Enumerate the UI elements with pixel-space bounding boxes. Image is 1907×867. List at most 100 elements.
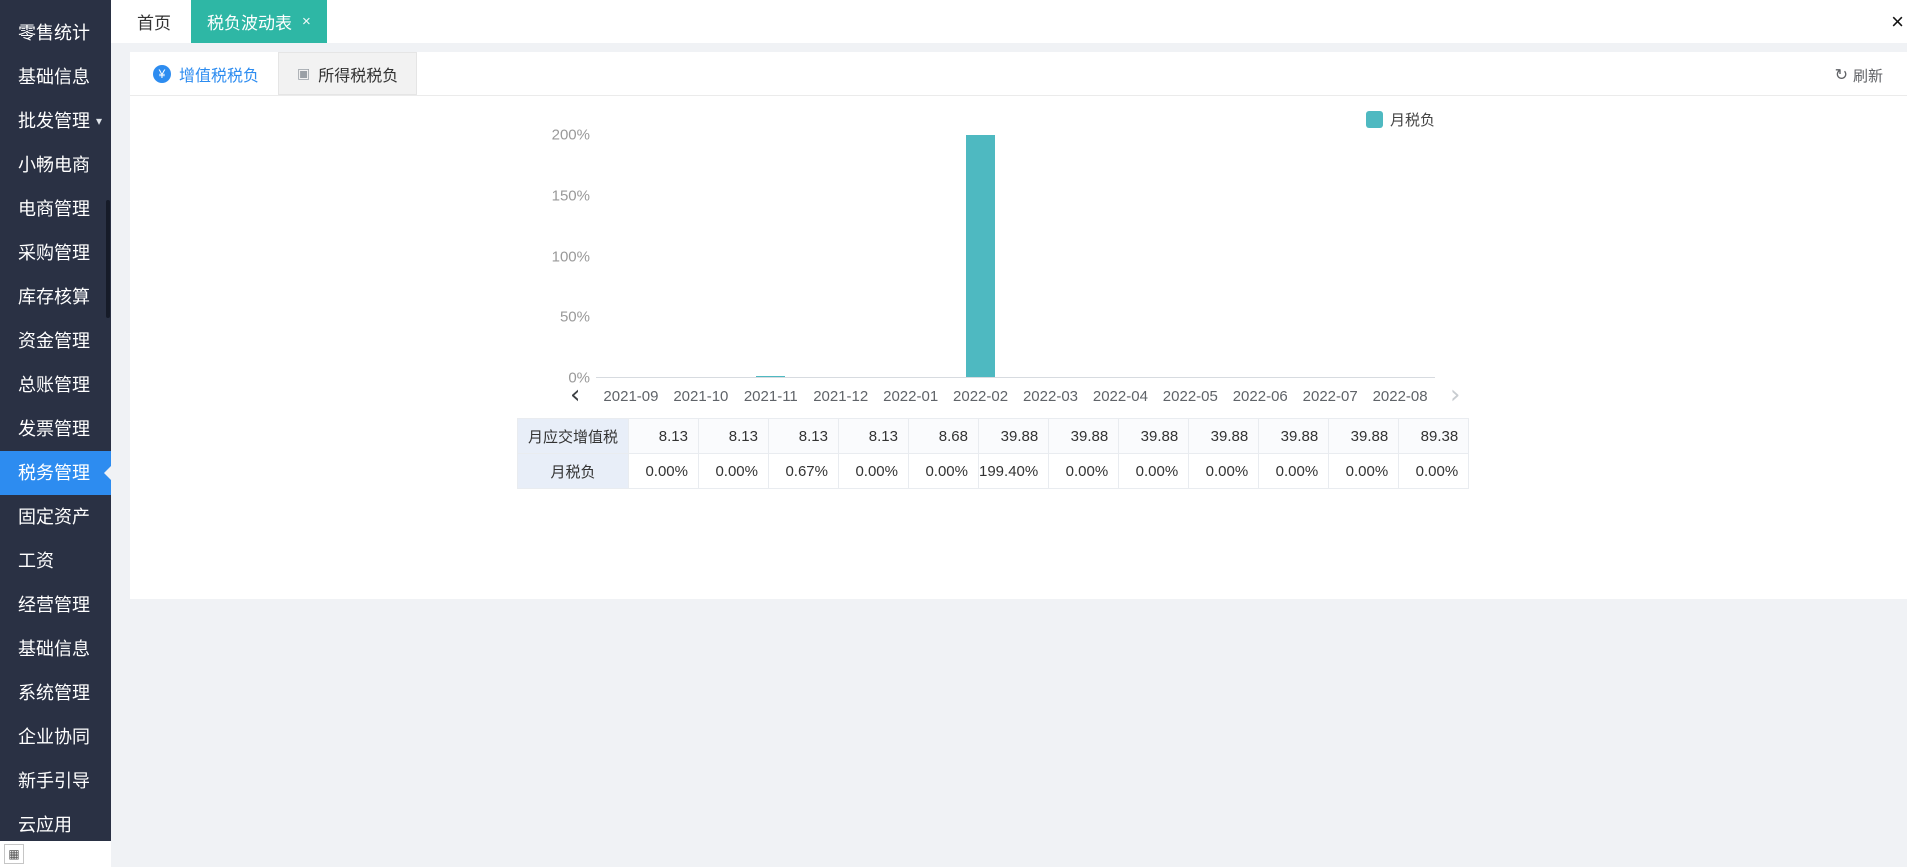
- x-tick-label: 2021-12: [813, 388, 869, 405]
- sidebar-item-label: 基础信息: [18, 67, 90, 87]
- sidebar-item-经营管理[interactable]: 经营管理: [0, 583, 111, 627]
- table-cell: 0.00%: [1258, 453, 1330, 489]
- sidebar-item-label: 企业协同: [18, 727, 90, 747]
- sidebar-item-新手引导[interactable]: 新手引导: [0, 759, 111, 803]
- table-row-label: 月税负: [517, 453, 629, 489]
- refresh-icon: ↻: [1834, 66, 1848, 84]
- table-row-label: 月应交增值税: [517, 418, 629, 454]
- sidebar-item-电商管理[interactable]: 电商管理: [0, 187, 111, 231]
- sidebar-item-label: 总账管理: [18, 375, 90, 395]
- chart-prev-arrow[interactable]: ‹: [570, 380, 581, 410]
- x-axis-labels: 2021-09 2021-10 2021-11 2021-12 2022-01 2022-…: [596, 386, 1435, 408]
- top-tabbar: 首页 税负波动表 × ×: [111, 0, 1907, 43]
- sidebar-item-label: 零售统计: [18, 23, 90, 43]
- x-tick-label: 2022-02: [953, 388, 1009, 405]
- table-cell: 0.00%: [1118, 453, 1190, 489]
- tab-home[interactable]: 首页: [137, 14, 171, 33]
- sidebar-item-零售统计[interactable]: 零售统计: [0, 11, 111, 55]
- y-tick-label: 150%: [551, 187, 590, 205]
- sidebar-item-云应用[interactable]: 云应用: [0, 803, 111, 847]
- x-tick-label: 2021-11: [743, 388, 798, 405]
- sidebar-item-库存核算[interactable]: 库存核算: [0, 275, 111, 319]
- sidebar-item-label: 固定资产: [18, 507, 90, 527]
- chart-next-arrow[interactable]: ›: [1450, 380, 1461, 410]
- sidebar-item-总账管理[interactable]: 总账管理: [0, 363, 111, 407]
- y-tick-label: 0%: [568, 369, 590, 387]
- tab-close-icon[interactable]: ×: [302, 13, 311, 30]
- tab-income-tax-burden-label: 所得税税负: [318, 67, 399, 85]
- data-table: 月应交增值税 8.13 8.13 8.13 8.13 8.68 39.88 39.88 39.8…: [517, 418, 1470, 489]
- refresh-label: 刷新: [1852, 68, 1883, 85]
- x-tick-label: 2022-07: [1302, 388, 1358, 405]
- x-tick-label: 2021-09: [603, 388, 659, 405]
- table-cell: 0.00%: [698, 453, 769, 489]
- sidebar-bottom-bar: ▦: [0, 841, 111, 867]
- tab-income-tax-burden[interactable]: ▣ 所得税税负: [278, 52, 418, 95]
- sidebar-scrollbar[interactable]: [106, 200, 110, 318]
- chart-legend[interactable]: 月税负: [1365, 109, 1435, 130]
- tab-vat-burden-label: 增值税税负: [179, 67, 260, 85]
- sidebar-collapse-button[interactable]: ▦: [4, 844, 24, 864]
- bar-2021-11: [756, 376, 786, 377]
- table-row: 月应交增值税 8.13 8.13 8.13 8.13 8.68 39.88 39.88 39.8…: [517, 418, 1470, 454]
- table-cell: 0.67%: [768, 453, 839, 489]
- tab-vat-burden[interactable]: ¥ 增值税税负: [134, 52, 279, 95]
- table-cell: 0.00%: [1328, 453, 1400, 489]
- x-tick-label: 2022-01: [883, 388, 939, 405]
- content-panel: ¥ 增值税税负 ▣ 所得税税负 ↻ 刷新 月税负 0% 50% 100% 150% 20…: [130, 52, 1907, 599]
- y-axis-labels: 0% 50% 100% 150% 200%: [490, 127, 590, 387]
- sidebar-item-企业协同[interactable]: 企业协同: [0, 715, 111, 759]
- sidebar-item-批发管理[interactable]: 批发管理 ▾: [0, 99, 111, 143]
- sidebar-item-label: 小畅电商: [18, 155, 90, 175]
- tab-label: 税负波动表: [207, 14, 292, 33]
- bar-2022-02: [966, 135, 996, 377]
- x-tick-label: 2022-05: [1162, 388, 1218, 405]
- legend-label: 月税负: [1389, 112, 1435, 129]
- income-tax-icon: ▣: [297, 65, 311, 81]
- table-cell: 0.00%: [1188, 453, 1260, 489]
- sidebar-item-label: 系统管理: [18, 683, 90, 703]
- table-cell: 0.00%: [908, 453, 979, 489]
- sidebar-item-系统管理[interactable]: 系统管理: [0, 671, 111, 715]
- sidebar-item-小畅电商[interactable]: 小畅电商: [0, 143, 111, 187]
- sidebar-item-发票管理[interactable]: 发票管理: [0, 407, 111, 451]
- table-cell: 8.68: [908, 418, 979, 454]
- sidebar-item-基础信息[interactable]: 基础信息: [0, 627, 111, 671]
- caret-down-icon: ▾: [96, 114, 103, 128]
- x-tick-label: 2022-06: [1232, 388, 1288, 405]
- sidebar-item-label: 新手引导: [18, 771, 90, 791]
- sidebar-item-label: 发票管理: [18, 419, 90, 439]
- table-cell: 39.88: [1118, 418, 1190, 454]
- table-cell: 39.88: [1258, 418, 1330, 454]
- table-cell: 89.38: [1398, 418, 1470, 454]
- sidebar-item-基础信息[interactable]: 基础信息: [0, 55, 111, 99]
- sidebar-item-label: 经营管理: [18, 595, 90, 615]
- sidebar-item-采购管理[interactable]: 采购管理: [0, 231, 111, 275]
- table-cell: 199.40%: [977, 453, 1050, 489]
- table-cell: 8.13: [698, 418, 769, 454]
- sidebar-item-label: 基础信息: [18, 639, 90, 659]
- sidebar-item-工资[interactable]: 工资: [0, 539, 111, 583]
- table-cell: 39.88: [1188, 418, 1260, 454]
- sidebar-item-资金管理[interactable]: 资金管理: [0, 319, 111, 363]
- sidebar-item-label: 工资: [18, 551, 54, 571]
- sidebar-item-固定资产[interactable]: 固定资产: [0, 495, 111, 539]
- x-tick-label: 2022-04: [1092, 388, 1148, 405]
- window-close-icon[interactable]: ×: [1891, 8, 1904, 34]
- sidebar-item-label: 资金管理: [18, 331, 90, 351]
- sidebar-item-税务管理[interactable]: 税务管理: [0, 451, 111, 495]
- x-tick-label: 2022-08: [1372, 388, 1428, 405]
- tab-tax-fluctuation[interactable]: 税负波动表 ×: [191, 0, 327, 43]
- refresh-button[interactable]: ↻ 刷新: [1835, 65, 1883, 86]
- table-cell: 39.88: [977, 418, 1050, 454]
- table-cell: 8.13: [838, 418, 909, 454]
- table-cell: 39.88: [1048, 418, 1120, 454]
- sidebar: 零售统计 基础信息 批发管理 ▾ 小畅电商 电商管理 采购管理 库存核算 资金管理 总账管理 发票管…: [0, 0, 111, 867]
- table-cell: 8.13: [628, 418, 699, 454]
- x-tick-label: 2021-10: [673, 388, 729, 405]
- chart-plot: [596, 135, 1435, 378]
- table-cell: 39.88: [1328, 418, 1400, 454]
- active-item-notch: [104, 466, 111, 480]
- sidebar-item-label: 采购管理: [18, 243, 90, 263]
- table-cell: 0.00%: [838, 453, 909, 489]
